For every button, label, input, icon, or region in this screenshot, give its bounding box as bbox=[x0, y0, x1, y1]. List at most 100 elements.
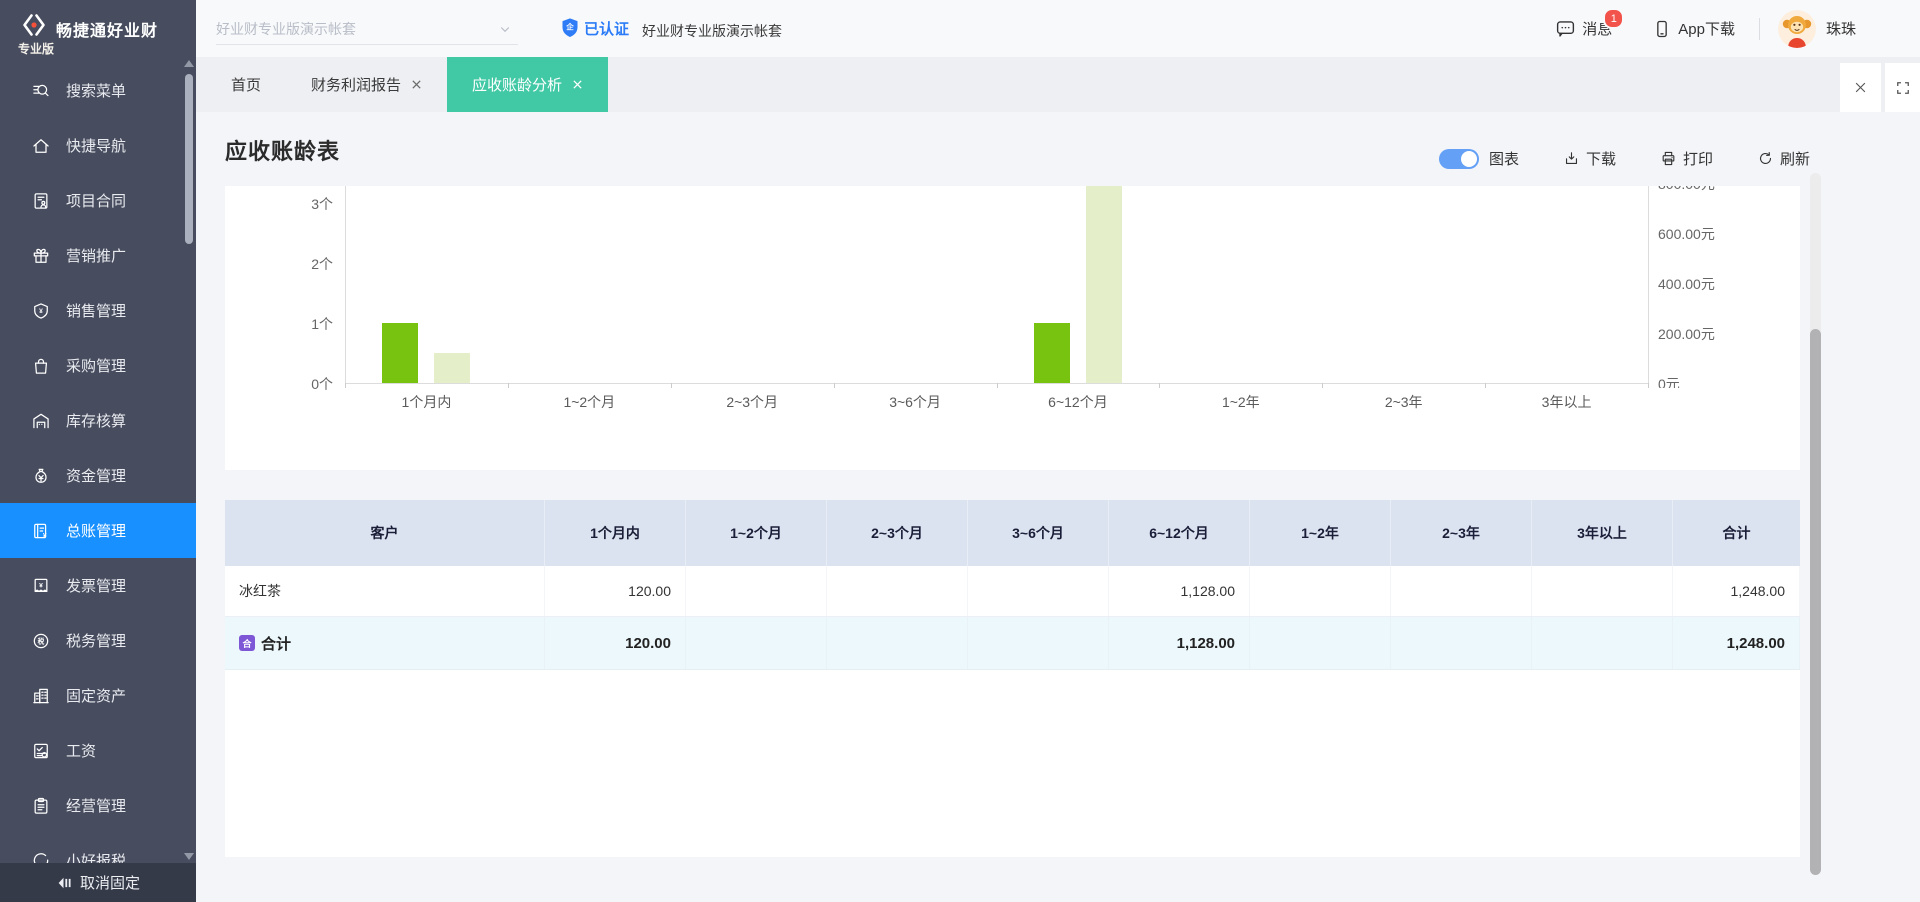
purchase-bag-icon bbox=[34, 358, 48, 374]
sidebar-item-marketing[interactable]: 营销推广 bbox=[0, 228, 196, 283]
brand-edition: 专业版 bbox=[18, 42, 55, 56]
chart-right-tick-label: 0元 bbox=[1658, 376, 1680, 388]
refresh-label: 刷新 bbox=[1779, 151, 1810, 168]
scroll-up-icon[interactable] bbox=[184, 60, 194, 67]
total-cell: 120.00 bbox=[545, 617, 686, 669]
sidebar-scrollbar-thumb[interactable] bbox=[185, 74, 193, 244]
sidebar-item-general-ledger[interactable]: ¥ 总账管理 bbox=[0, 503, 196, 558]
invoice-icon: ¥ bbox=[34, 578, 48, 592]
header-cell: 1个月内 bbox=[545, 500, 686, 566]
sidebar-item-sales[interactable]: ¥ 销售管理 bbox=[0, 283, 196, 338]
messages-button[interactable]: 消息 1 bbox=[1555, 8, 1625, 39]
sidebar-item-operations[interactable]: 经营管理 bbox=[0, 778, 196, 833]
chart-category-label: 3~6个月 bbox=[889, 394, 941, 410]
sidebar-item-label: 搜索菜单 bbox=[66, 83, 127, 100]
chart-right-tick-label: 800.00元 bbox=[1658, 186, 1715, 194]
tab-0[interactable]: 首页 bbox=[206, 57, 286, 112]
table-cell bbox=[1391, 566, 1532, 616]
download-button[interactable]: 下载 bbox=[1563, 148, 1616, 169]
tax-icon: 税 bbox=[33, 633, 49, 648]
sidebar-item-quick-nav[interactable]: 快捷导航 bbox=[0, 118, 196, 173]
phone-icon bbox=[1657, 20, 1668, 37]
table-row: 冰红茶 120.00 1,128.00 1,248.00 bbox=[225, 566, 1800, 617]
total-cell: 1,128.00 bbox=[1109, 617, 1250, 669]
sidebar-item-label: 采购管理 bbox=[66, 358, 127, 375]
sidebar-item-funds[interactable]: 资金管理 bbox=[0, 448, 196, 503]
table-cell bbox=[686, 566, 827, 616]
chart-toggle[interactable] bbox=[1438, 148, 1479, 169]
sidebar-item-label: 快捷导航 bbox=[66, 138, 127, 155]
tab-1[interactable]: 财务利润报告 bbox=[286, 57, 447, 112]
close-icon[interactable] bbox=[411, 79, 422, 90]
chart-category-label: 1~2个月 bbox=[563, 394, 616, 410]
sidebar-item-tax[interactable]: 税 税务管理 bbox=[0, 613, 196, 668]
header-cell: 2~3个月 bbox=[827, 500, 968, 566]
content-scrollbar-thumb[interactable] bbox=[1810, 329, 1821, 875]
gift-icon bbox=[33, 248, 49, 263]
tab-label: 首页 bbox=[231, 77, 262, 94]
table-cell bbox=[968, 566, 1109, 616]
close-icon[interactable] bbox=[572, 79, 583, 90]
unpin-sidebar-button[interactable]: 取消固定 bbox=[0, 863, 196, 902]
account-selector[interactable]: 好业财专业版演示帐套 bbox=[216, 14, 518, 45]
refresh-icon bbox=[1760, 151, 1772, 164]
chart-x-tick bbox=[996, 383, 998, 388]
report-icon bbox=[33, 852, 49, 863]
app-download-button[interactable]: App下载 bbox=[1652, 18, 1735, 39]
money-bag-icon bbox=[35, 468, 47, 483]
avatar[interactable] bbox=[1777, 9, 1816, 48]
fullscreen-icon bbox=[1896, 81, 1909, 94]
close-icon bbox=[1855, 82, 1866, 93]
page-title: 应收账龄表 bbox=[225, 139, 341, 164]
sidebar-item-label: 经营管理 bbox=[66, 798, 127, 815]
fullscreen-button[interactable] bbox=[1885, 63, 1920, 112]
chart-category-label: 3年以上 bbox=[1541, 394, 1592, 410]
total-cell: 1,248.00 bbox=[1673, 617, 1800, 669]
sidebar-item-search[interactable]: 搜索菜单 bbox=[0, 63, 196, 118]
topbar-right: 消息 1 App下载 bbox=[1555, 0, 1856, 57]
svg-text:企: 企 bbox=[565, 22, 574, 32]
tab-label: 应收账龄分析 bbox=[472, 77, 563, 94]
brand-name: 畅捷通好业财 bbox=[56, 23, 159, 40]
sidebar-item-project-contract[interactable]: 项目合同 bbox=[0, 173, 196, 228]
collapse-icon bbox=[58, 877, 71, 888]
main-content: 应收账龄表 图表 下载 打印 刷新 bbox=[196, 112, 1920, 902]
header-cell: 客户 bbox=[225, 500, 545, 566]
certified-shield-icon: 企 bbox=[562, 18, 578, 37]
chart-bar-amount bbox=[1085, 186, 1122, 383]
sidebar-item-tax-filing[interactable]: 小好报税 bbox=[0, 833, 196, 863]
aging-table-card: 客户 1个月内 1~2个月 2~3个月 3~6个月 6~12个月 1~2年 2~3年 3年以上合… bbox=[225, 500, 1800, 857]
toolbar: 图表 下载 打印 刷新 bbox=[1438, 148, 1810, 169]
search-menu-icon bbox=[33, 84, 49, 96]
header-cell: 6~12个月 bbox=[1109, 500, 1250, 566]
tabs: 首页 财务利润报告 应收账龄分析 bbox=[196, 57, 1920, 112]
sidebar-item-label: 销售管理 bbox=[66, 303, 127, 320]
chart-right-tick-label: 600.00元 bbox=[1658, 226, 1715, 242]
topbar: 好业财专业版演示帐套 企 已认证 好业财专业版演示帐套 消息 1 bbox=[196, 0, 1920, 58]
chart-left-tick-label: 1个 bbox=[311, 316, 333, 332]
sidebar-item-label: 库存核算 bbox=[66, 413, 127, 430]
sidebar-item-payroll[interactable]: 工资 bbox=[0, 723, 196, 778]
chart-x-tick bbox=[1322, 383, 1324, 388]
chart-x-tick bbox=[670, 383, 672, 388]
sidebar-item-inventory[interactable]: 库存核算 bbox=[0, 393, 196, 448]
chart-category-label: 6~12个月 bbox=[1048, 394, 1108, 410]
tab-2[interactable]: 应收账龄分析 bbox=[447, 57, 609, 112]
sidebar-scrollbar[interactable] bbox=[184, 60, 194, 860]
close-tab-button[interactable] bbox=[1840, 63, 1881, 112]
content-scrollbar[interactable] bbox=[1810, 173, 1821, 875]
scroll-down-icon[interactable] bbox=[184, 853, 194, 860]
sidebar: 畅捷通好业财 专业版 搜索菜单 快捷导航 项目合同 营销推广 ¥ 销售管理 采购管理 库存核算… bbox=[0, 0, 196, 902]
refresh-button[interactable]: 刷新 bbox=[1757, 148, 1810, 169]
tabbar: 首页 财务利润报告 应收账龄分析 bbox=[196, 57, 1920, 112]
sidebar-item-invoice[interactable]: ¥ 发票管理 bbox=[0, 558, 196, 613]
sidebar-item-purchase[interactable]: 采购管理 bbox=[0, 338, 196, 393]
total-cell bbox=[686, 617, 827, 669]
header-cell: 2~3年 bbox=[1391, 500, 1532, 566]
brand-logo[interactable]: 畅捷通好业财 专业版 bbox=[0, 0, 196, 57]
sidebar-item-fixed-assets[interactable]: 固定资产 bbox=[0, 668, 196, 723]
account-name: 好业财专业版演示帐套 bbox=[642, 23, 782, 39]
print-button[interactable]: 打印 bbox=[1660, 148, 1713, 169]
